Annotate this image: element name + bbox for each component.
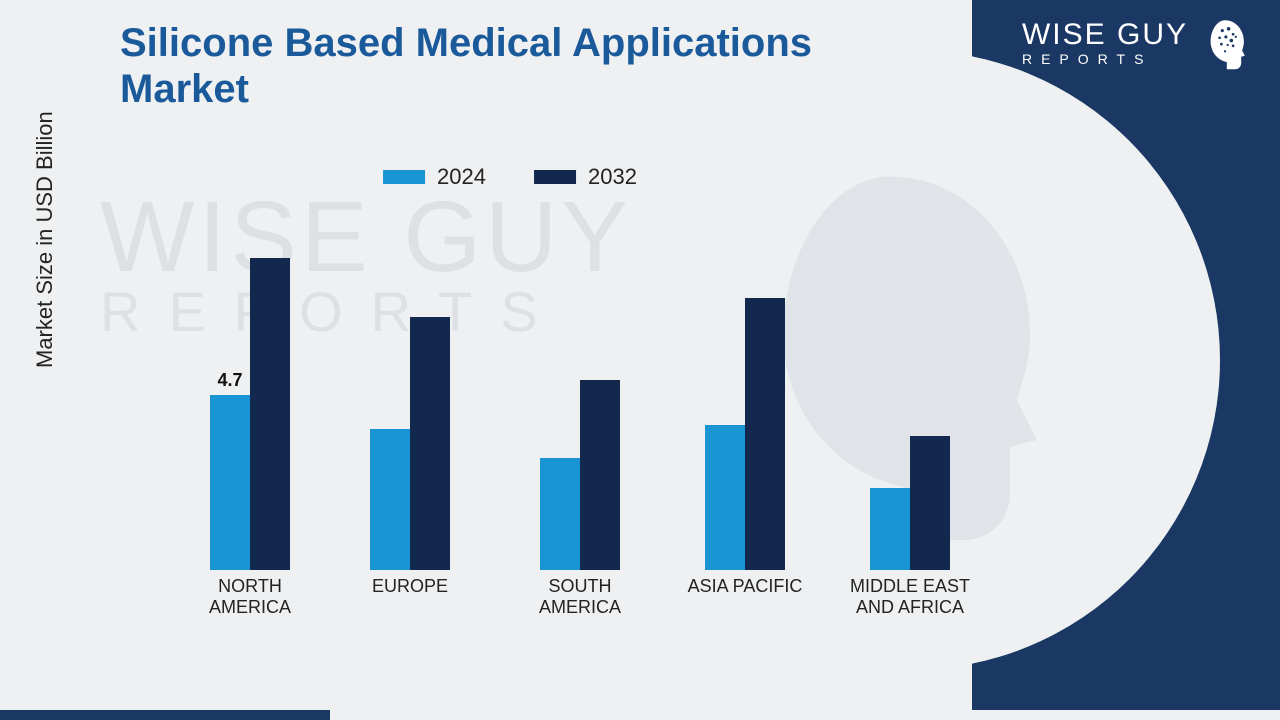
- bottom-accent-bar: [0, 710, 330, 720]
- bar: [210, 395, 250, 570]
- bar-group: [370, 317, 470, 570]
- bar: [745, 298, 785, 570]
- bar: [580, 380, 620, 570]
- brand-top: WISE GUY: [1022, 20, 1188, 50]
- brand-head-icon: [1198, 18, 1252, 72]
- chart-area: Market Size in USD Billion 2024 2032 4.7…: [70, 158, 950, 698]
- x-label: NORTH AMERICA: [185, 576, 315, 617]
- bar-group: [210, 258, 310, 570]
- bar: [250, 258, 290, 570]
- brand-logo: WISE GUY REPORTS: [1022, 18, 1252, 72]
- plot-area: 4.7: [150, 198, 950, 570]
- x-label: SOUTH AMERICA: [515, 576, 645, 617]
- legend-swatch-2032: [534, 170, 576, 184]
- bar: [705, 425, 745, 570]
- legend-label: 2032: [588, 164, 637, 190]
- x-label: MIDDLE EAST AND AFRICA: [845, 576, 975, 617]
- value-label: 4.7: [217, 370, 242, 391]
- legend-label: 2024: [437, 164, 486, 190]
- bar-group: [705, 298, 805, 570]
- legend: 2024 2032: [383, 164, 637, 190]
- legend-item: 2024: [383, 164, 486, 190]
- brand-bottom: REPORTS: [1022, 50, 1188, 70]
- x-label: EUROPE: [345, 576, 475, 597]
- bar: [540, 458, 580, 570]
- x-label: ASIA PACIFIC: [680, 576, 810, 597]
- bar: [370, 429, 410, 570]
- legend-swatch-2024: [383, 170, 425, 184]
- chart-title: Silicone Based Medical Applications Mark…: [120, 20, 860, 112]
- legend-item: 2032: [534, 164, 637, 190]
- bar: [870, 488, 910, 570]
- bar: [410, 317, 450, 570]
- bar: [910, 436, 950, 570]
- bar-group: [540, 380, 640, 570]
- bar-group: [870, 436, 970, 570]
- y-axis-label: Market Size in USD Billion: [32, 111, 58, 368]
- stage: WISE GUY REPORTS WISE GUY REPORTS Silico…: [0, 0, 1280, 720]
